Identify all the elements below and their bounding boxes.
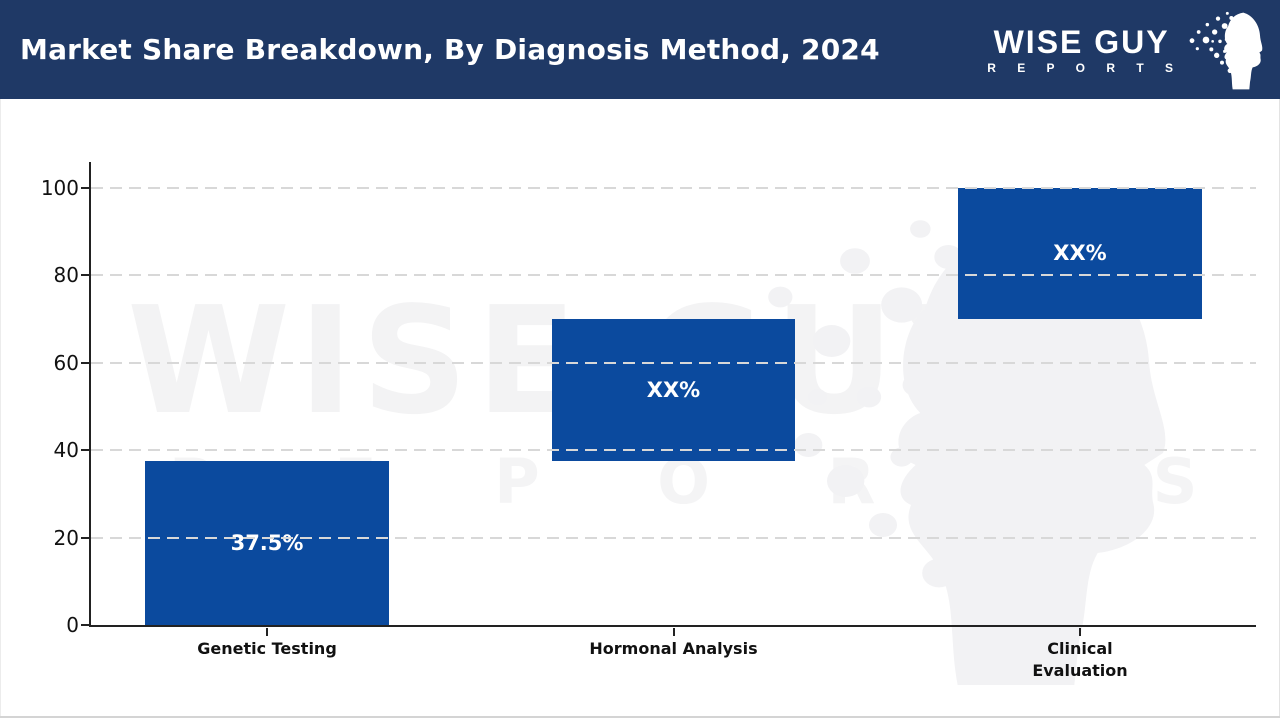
wise-guy-face-icon [1186,6,1266,94]
bar-value-label: XX% [1053,241,1107,266]
bar-value-label: XX% [646,377,701,402]
gridline-40 [91,449,1256,451]
y-tick-label: 20 [53,525,79,550]
x-tick-mark [1078,628,1081,636]
y-tick-label: 100 [40,175,79,200]
page-title: Market Share Breakdown, By Diagnosis Met… [20,33,880,66]
gridline-20 [91,536,1256,539]
header-bar: Market Share Breakdown, By Diagnosis Met… [0,0,1280,99]
bar-genetic-testing: 37.5% [145,460,389,625]
bar-value-label: 37.5% [230,530,304,555]
y-tick-mark [81,361,89,364]
y-tick-label: 40 [53,438,79,462]
y-tick-label: 80 [53,263,79,287]
x-tick-mark [672,628,675,636]
y-tick-mark [81,274,89,276]
logo-text: WISE GUY R E P O R T S [981,26,1182,74]
y-tick-mark [81,536,89,539]
x-tick-mark [266,628,268,636]
bar-hormonal-analysis: XX% [551,318,796,461]
y-tick-label: 60 [53,350,79,375]
gridline-80 [91,274,1256,276]
logo-wordmark: WISE GUY [993,23,1170,60]
plot-area: 0 20 40 60 80 100 37.5% Genetic Testing XX% Hormo… [41,162,1256,680]
gridline-60 [91,361,1256,364]
bar-clinical-evaluation: XX% [958,187,1202,319]
logo-subtitle: R E P O R T S [987,60,1182,75]
x-tick-label: Genetic Testing [197,639,337,658]
x-tick-label: Hormonal Analysis [589,639,758,658]
wise-guy-logo: WISE GUY R E P O R T S [981,6,1266,94]
y-tick-mark [81,186,89,189]
chart-area: WISE GUY R E P O R T S 02040608010037.5%… [0,99,1280,716]
y-tick-mark [81,449,89,451]
x-tick-label: Clinical Evaluation [1032,639,1128,680]
y-tick-label: 0 [66,613,79,637]
y-tick-mark [81,624,89,626]
gridline-100 [91,186,1256,189]
